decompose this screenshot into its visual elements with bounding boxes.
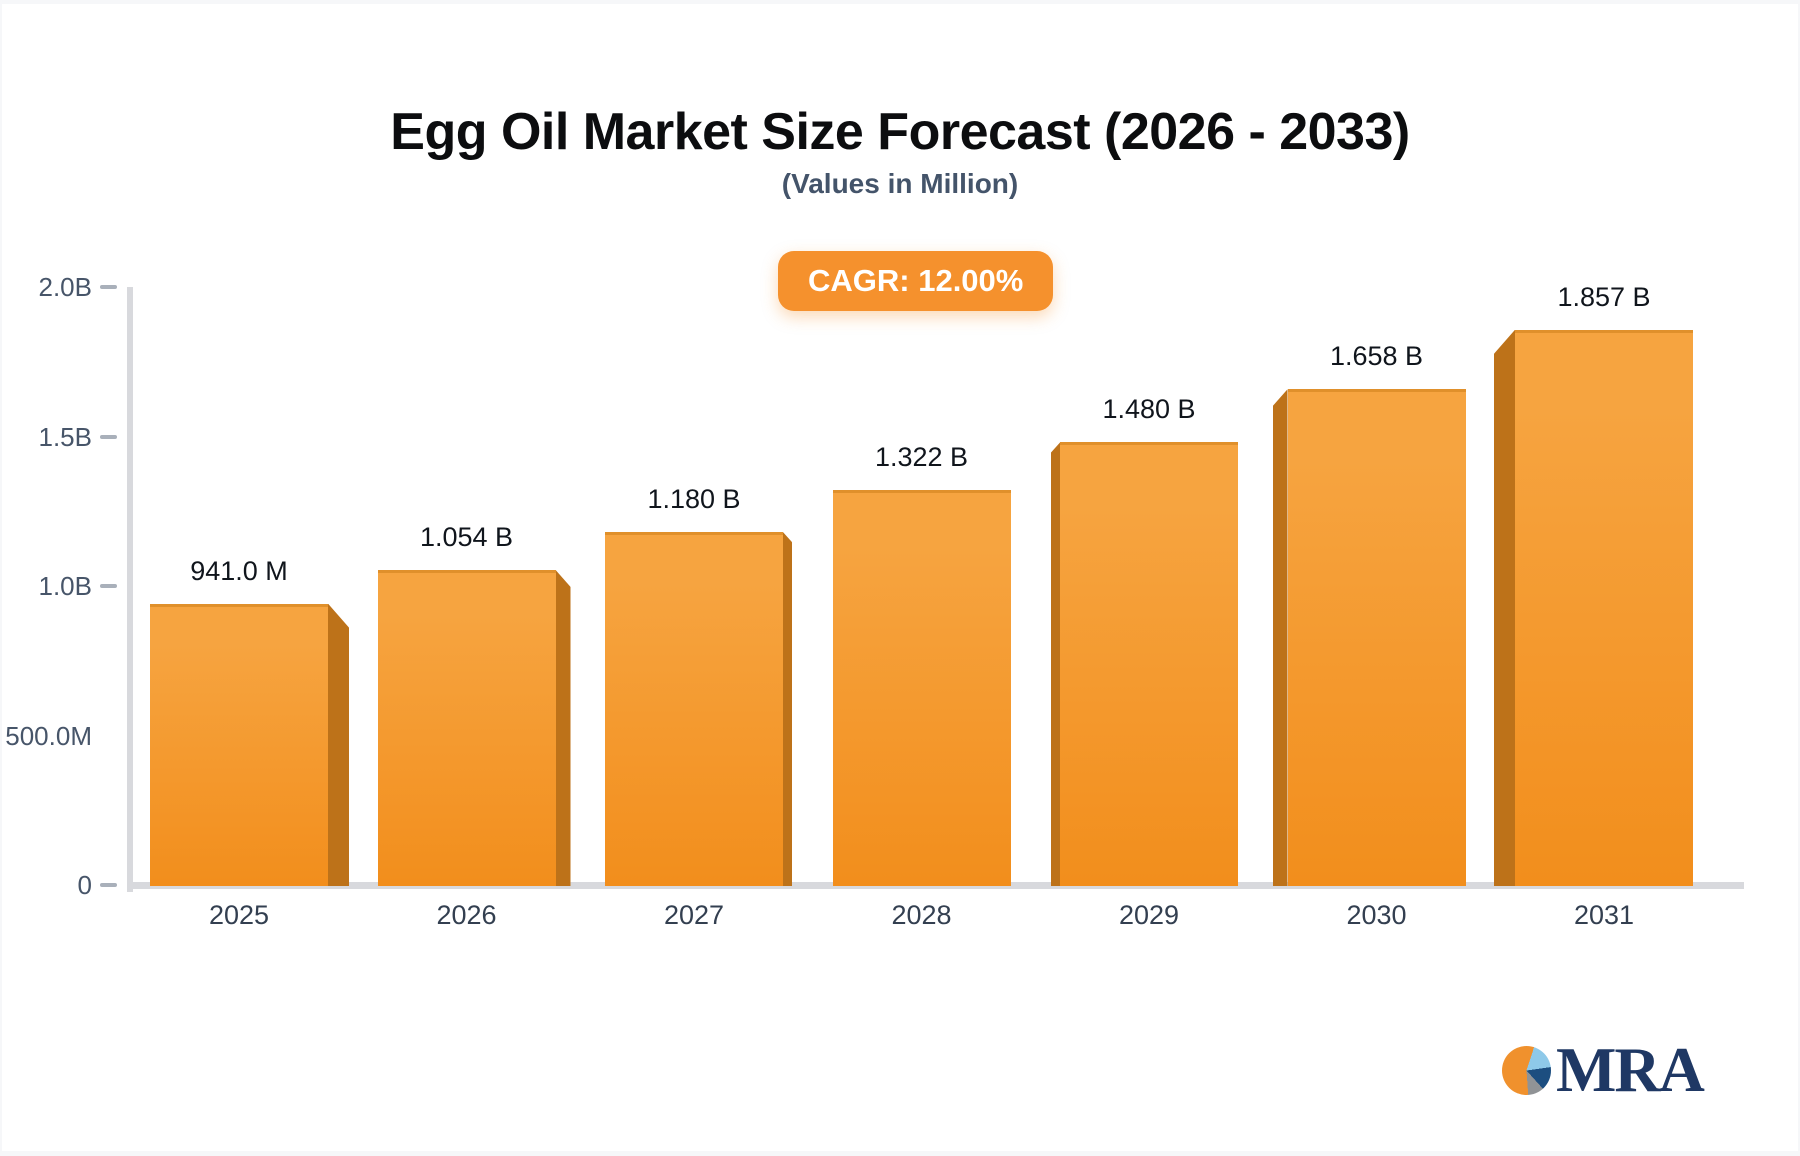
x-axis-label-2030: 2030 xyxy=(1346,900,1407,930)
brand-logo: MRA xyxy=(1502,1034,1705,1105)
x-axis-label-2031: 2031 xyxy=(1573,900,1635,930)
y-axis-line xyxy=(127,287,133,892)
chart-title: Egg Oil Market Size Forecast (2026 - 203… xyxy=(390,103,1410,161)
y-axis-tick xyxy=(100,883,117,887)
plot-area: 2.0B 1.5B 1.0B 500.0M 0 941.0 M 2025 1.054 B 202… xyxy=(2,4,1798,1151)
bar-2031 xyxy=(1515,329,1693,886)
bar-3d-side-2029 xyxy=(1051,442,1060,886)
y-axis-label-2.0B: 2.0B xyxy=(38,272,93,302)
bar-2029 xyxy=(1060,442,1238,886)
bar-2025 xyxy=(150,603,328,886)
y-axis-label-1.0B: 1.0B xyxy=(38,571,93,601)
bar-value-label-2030: 1.658 B xyxy=(1329,341,1424,372)
bar-value-label-2027: 1.180 B xyxy=(647,484,741,515)
y-axis-label-500.0M: 500.0M xyxy=(5,720,92,751)
x-axis-label-2027: 2027 xyxy=(663,900,725,930)
brand-logo-text: MRA xyxy=(1556,1034,1705,1105)
bar-2030 xyxy=(1287,389,1466,886)
bar-value-label-2025: 941.0 M xyxy=(190,555,288,586)
x-axis-label-2026: 2026 xyxy=(436,900,497,930)
x-axis-label-2025: 2025 xyxy=(208,900,270,930)
bar-3d-side-2025 xyxy=(328,603,349,886)
bar-3d-side-2026 xyxy=(555,569,571,886)
y-axis-label-0: 0 xyxy=(77,870,92,900)
x-axis-label-2029: 2029 xyxy=(1118,900,1180,930)
bar-2028 xyxy=(832,489,1011,886)
bar-value-label-2028: 1.322 B xyxy=(874,441,969,472)
y-axis-tick xyxy=(100,434,117,439)
bar-2027 xyxy=(605,532,783,886)
bar-value-label-2029: 1.480 B xyxy=(1102,394,1196,425)
bar-3d-side-2031 xyxy=(1494,329,1515,886)
cagr-badge: CAGR: 12.00% xyxy=(778,251,1054,311)
bar-value-label-2026: 1.054 B xyxy=(419,521,514,552)
y-axis-label-1.5B: 1.5B xyxy=(38,421,93,452)
bar-3d-side-2030 xyxy=(1272,389,1288,886)
y-axis-tick xyxy=(100,285,117,289)
pie-chart-logo-icon xyxy=(1502,1045,1551,1095)
y-axis-tick xyxy=(100,584,117,588)
chart-subtitle: (Values in Million) xyxy=(781,168,1019,199)
bar-2026 xyxy=(377,569,556,886)
x-axis-label-2028: 2028 xyxy=(891,900,952,930)
chart-card: Egg Oil Market Size Forecast (2026 - 203… xyxy=(2,4,1798,1151)
bar-value-label-2031: 1.857 B xyxy=(1557,281,1651,312)
bar-3d-side-2027 xyxy=(783,532,792,886)
